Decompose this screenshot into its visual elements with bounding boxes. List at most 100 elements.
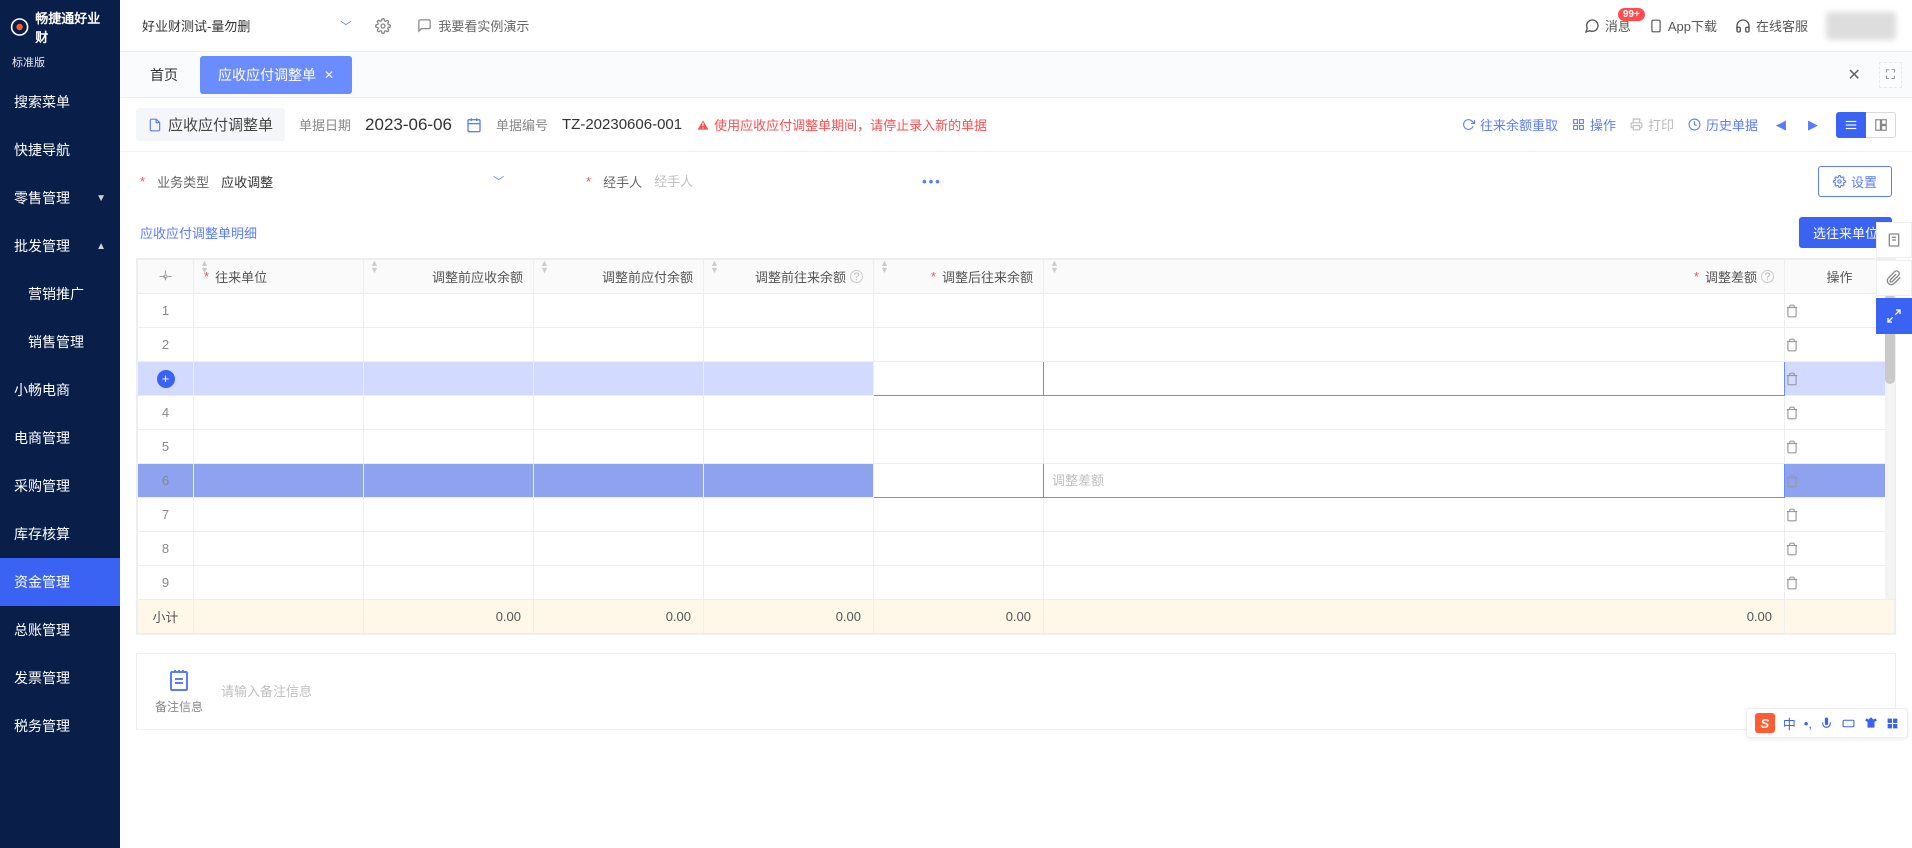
delete-icon[interactable]	[1785, 542, 1894, 556]
col-header-before-net[interactable]: ▲▼调整前往来余额?	[704, 260, 874, 294]
prev-record-button[interactable]: ◀	[1772, 117, 1790, 133]
sidebar-item-1[interactable]: 快捷导航	[0, 126, 120, 174]
sidebar-item-6[interactable]: 小畅电商	[0, 366, 120, 414]
gear-icon[interactable]	[375, 18, 391, 34]
ime-keyboard-icon[interactable]	[1841, 717, 1856, 730]
ime-punct-icon[interactable]: •,	[1804, 716, 1812, 731]
ime-toolbar[interactable]: S 中 •,	[1746, 708, 1908, 738]
form-fields: * 业务类型 应收调整 ﹀ * 经手人 ••• 设置	[120, 152, 1912, 211]
gear-icon	[1833, 175, 1846, 188]
sidebar-item-10[interactable]: 资金管理	[0, 558, 120, 606]
sort-icon[interactable]: ▲▼	[710, 260, 719, 274]
rail-attach-button[interactable]	[1876, 260, 1912, 296]
remark-input[interactable]	[221, 684, 1877, 699]
col-header-gear[interactable]	[138, 260, 194, 294]
app-download-button[interactable]: App下载	[1649, 16, 1717, 35]
vertical-scrollbar[interactable]	[1885, 294, 1895, 599]
code-label: 单据编号	[496, 115, 548, 134]
col-header-diff[interactable]: ▲▼*调整差额?	[1044, 260, 1785, 294]
ime-lang-label[interactable]: 中	[1783, 714, 1796, 733]
table-row[interactable]: 5	[138, 430, 1895, 464]
history-button[interactable]: 历史单据	[1688, 115, 1758, 134]
sort-icon[interactable]: ▲▼	[370, 260, 379, 274]
delete-icon[interactable]	[1785, 440, 1894, 454]
messages-button[interactable]: 消息 99+	[1584, 16, 1631, 35]
avatar[interactable]	[1826, 12, 1896, 40]
table-row[interactable]: 8	[138, 532, 1895, 566]
table-row[interactable]: 9	[138, 566, 1895, 600]
support-label: 在线客服	[1756, 16, 1808, 35]
delete-icon[interactable]	[1785, 406, 1894, 420]
sort-icon[interactable]: ▲▼	[200, 260, 209, 274]
sidebar-item-9[interactable]: 库存核算	[0, 510, 120, 558]
sidebar-item-0[interactable]: 搜索菜单	[0, 78, 120, 126]
info-icon[interactable]: ?	[1761, 270, 1774, 283]
col-header-after-net[interactable]: ▲▼*调整后往来余额	[874, 260, 1044, 294]
handler-input[interactable]	[652, 170, 912, 194]
delete-icon[interactable]	[1785, 338, 1894, 352]
rail-note-button[interactable]	[1876, 222, 1912, 258]
org-selector[interactable]: 好业财测试-量勿删 ﹀	[136, 12, 357, 39]
delete-icon[interactable]	[1785, 508, 1894, 522]
table-row[interactable]: 7	[138, 498, 1895, 532]
table-row[interactable]: 6	[138, 464, 1895, 498]
sidebar-item-3[interactable]: 批发管理▲	[0, 222, 120, 270]
sort-icon[interactable]: ▲▼	[880, 260, 889, 274]
info-icon[interactable]: ?	[850, 270, 863, 283]
print-button[interactable]: 打印	[1630, 115, 1674, 134]
more-options-button[interactable]: •••	[922, 174, 942, 189]
after-net-cell[interactable]	[874, 464, 1044, 498]
col-header-before-recv[interactable]: ▲▼调整前应收余额	[364, 260, 534, 294]
calendar-icon[interactable]	[466, 117, 482, 133]
brand-logo-icon	[10, 17, 29, 37]
close-icon[interactable]: ✕	[324, 68, 334, 82]
table-row[interactable]: 2	[138, 328, 1895, 362]
operations-button[interactable]: 操作	[1572, 115, 1616, 134]
rail-expand-button[interactable]	[1876, 298, 1912, 334]
row-delete-cell	[1785, 566, 1895, 600]
delete-icon[interactable]	[1785, 576, 1894, 590]
delete-icon[interactable]	[1785, 474, 1894, 488]
fullscreen-icon[interactable]: ⛶	[1879, 62, 1902, 88]
subtotal-before-recv: 0.00	[364, 600, 534, 634]
topbar: 好业财测试-量勿删 ﹀ 我要看实例演示 消息 99+ App下载	[120, 0, 1912, 52]
table-row[interactable]: +	[138, 362, 1895, 396]
sort-icon[interactable]: ▲▼	[1050, 260, 1059, 274]
support-button[interactable]: 在线客服	[1735, 16, 1808, 35]
sidebar-item-7[interactable]: 电商管理	[0, 414, 120, 462]
demo-link[interactable]: 我要看实例演示	[417, 16, 529, 35]
delete-icon[interactable]	[1785, 372, 1894, 386]
brand-edition: 标准版	[0, 54, 120, 78]
sidebar-item-11[interactable]: 总账管理	[0, 606, 120, 654]
sidebar-item-13[interactable]: 税务管理	[0, 702, 120, 750]
ime-toolbox-icon[interactable]	[1886, 717, 1899, 730]
col-header-unit[interactable]: ▲▼*往来单位	[194, 260, 364, 294]
view-list-button[interactable]	[1836, 112, 1866, 138]
sidebar-item-12[interactable]: 发票管理	[0, 654, 120, 702]
tab-current[interactable]: 应收应付调整单 ✕	[200, 56, 352, 94]
diff-cell[interactable]	[1044, 362, 1785, 396]
diff-cell[interactable]	[1044, 464, 1785, 498]
sidebar-item-5[interactable]: 销售管理	[0, 318, 120, 366]
history-label: 历史单据	[1706, 115, 1758, 134]
sidebar-item-2[interactable]: 零售管理▼	[0, 174, 120, 222]
biz-type-value: 应收调整	[221, 172, 273, 191]
diff-input[interactable]	[1044, 464, 1784, 497]
row-index: 1	[138, 294, 194, 328]
sidebar-item-label: 批发管理	[14, 236, 70, 256]
sort-icon[interactable]: ▲▼	[540, 260, 549, 274]
table-row[interactable]: 4	[138, 396, 1895, 430]
sidebar-item-8[interactable]: 采购管理	[0, 462, 120, 510]
sidebar-item-4[interactable]: 营销推广	[0, 270, 120, 318]
biz-type-select[interactable]: 应收调整 ﹀	[219, 168, 506, 196]
refetch-balance-button[interactable]: 往来余额重取	[1462, 115, 1558, 134]
tabs-close-all-button[interactable]: ✕	[1839, 61, 1868, 89]
ime-skin-icon[interactable]	[1864, 716, 1878, 730]
col-header-before-pay[interactable]: ▲▼调整前应付余额	[534, 260, 704, 294]
tab-home[interactable]: 首页	[132, 56, 196, 94]
next-record-button[interactable]: ▶	[1804, 117, 1822, 133]
add-row-button[interactable]: +	[138, 362, 194, 396]
table-row[interactable]: 1	[138, 294, 1895, 328]
ime-mic-icon[interactable]	[1820, 717, 1833, 730]
after-net-cell[interactable]	[874, 362, 1044, 396]
